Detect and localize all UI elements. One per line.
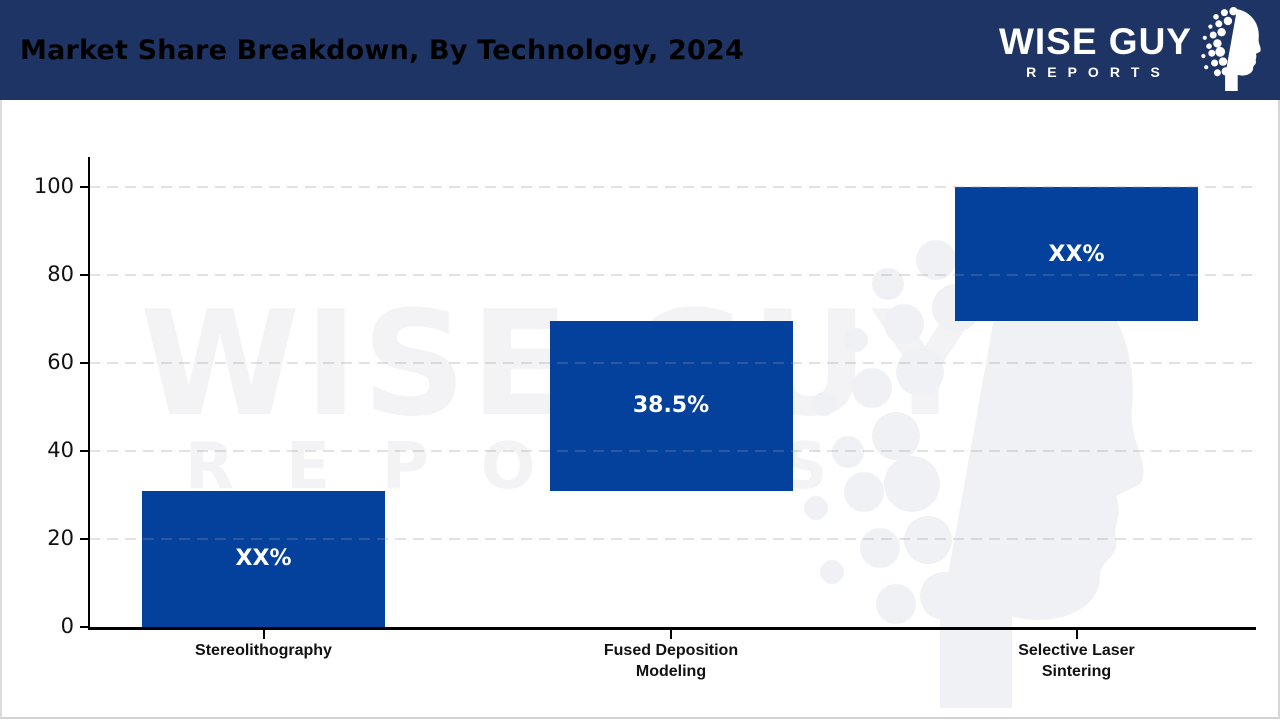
- category-label-line: Fused Deposition: [603, 642, 739, 659]
- wiseguy-watermark-face-icon: [768, 228, 1168, 712]
- y-axis-tick: [80, 186, 89, 188]
- bar-value-label: XX%: [1048, 241, 1105, 267]
- chart-canvas: [0, 100, 1280, 719]
- y-axis-tick: [80, 274, 89, 276]
- category-label-line: Modeling: [635, 663, 707, 680]
- y-axis-tick-label: 40: [47, 438, 74, 462]
- header-bar: Market Share Breakdown, By Technology, 2…: [0, 0, 1280, 100]
- bar-value-label: 38.5%: [632, 393, 710, 419]
- page-title: Market Share Breakdown, By Technology, 2…: [20, 34, 745, 66]
- category-label-line: Sintering: [1041, 663, 1112, 680]
- bar-segment: XX%: [142, 490, 385, 627]
- logo-reports-label: REPORTS: [1026, 63, 1171, 80]
- y-axis-tick-label: 80: [47, 262, 74, 286]
- x-axis-tick: [1075, 630, 1078, 639]
- y-axis-tick: [80, 362, 89, 364]
- y-axis-tick-label: 0: [60, 614, 74, 638]
- y-axis-tick: [80, 538, 89, 540]
- bar-segment: XX%: [955, 187, 1198, 322]
- y-gridline: [89, 450, 1256, 452]
- wiseguy-logo: WISE GUY REPORTS: [999, 7, 1266, 95]
- bar-segment: 38.5%: [549, 321, 793, 491]
- x-axis-tick: [670, 630, 672, 639]
- y-gridline: [89, 186, 1256, 188]
- wiseguy-face-logo-icon: [1194, 7, 1266, 95]
- y-axis-tick-label: 20: [47, 526, 74, 550]
- x-axis-line: [88, 627, 1256, 630]
- y-gridline: [89, 274, 1256, 276]
- y-gridline: [89, 538, 1256, 540]
- y-axis-tick-label: 60: [47, 350, 74, 374]
- category-label: Stereolithography: [124, 640, 404, 661]
- bar-value-label: XX%: [235, 546, 292, 572]
- y-axis-tick: [80, 626, 89, 628]
- category-label: Selective Laser Sintering: [937, 640, 1217, 682]
- y-gridline: [89, 362, 1256, 364]
- category-label: Fused Deposition Modeling: [531, 640, 811, 682]
- category-label-line: Stereolithography: [195, 642, 332, 659]
- logo-wiseguy-label: WISE GUY: [998, 20, 1192, 62]
- y-axis-tick: [80, 450, 89, 452]
- x-axis-tick: [262, 630, 265, 639]
- y-axis-tick-label: 100: [33, 174, 74, 198]
- y-axis-line: [88, 157, 90, 629]
- wiseguy-logo-text: WISE GUY REPORTS: [999, 23, 1192, 80]
- category-label-line: Selective Laser: [1018, 642, 1135, 659]
